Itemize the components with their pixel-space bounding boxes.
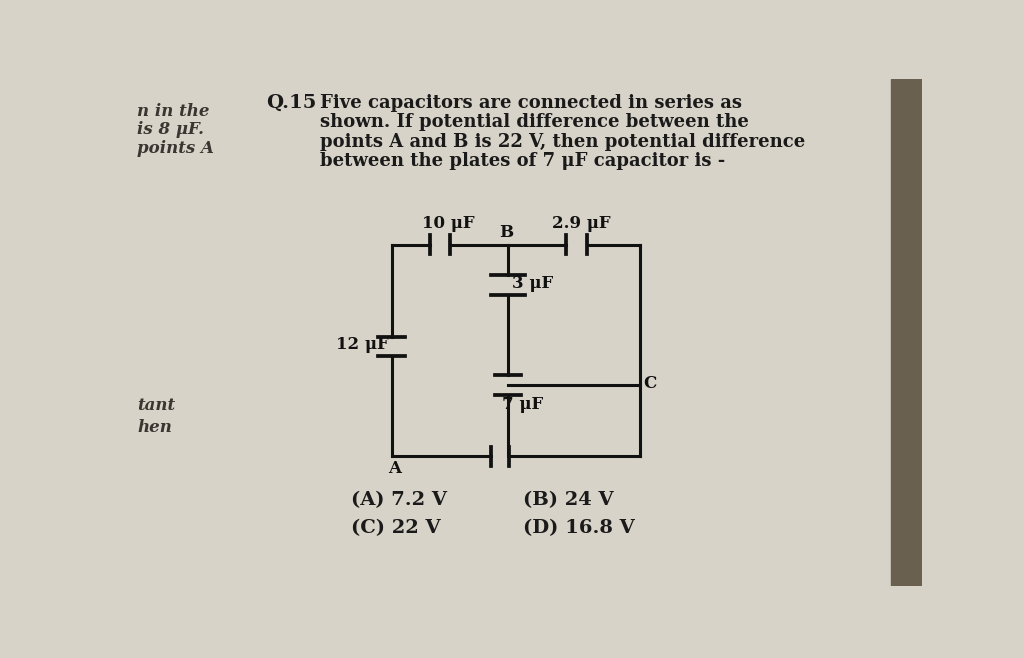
Text: 7 μF: 7 μF: [502, 395, 543, 413]
Text: 10 μF: 10 μF: [423, 215, 475, 232]
Text: tant: tant: [137, 397, 175, 414]
Text: is 8 μF.: is 8 μF.: [137, 121, 204, 138]
Text: points A: points A: [137, 140, 214, 157]
Text: C: C: [643, 374, 656, 392]
Text: Q.15: Q.15: [266, 94, 316, 113]
Text: between the plates of 7 μF capacitor is -: between the plates of 7 μF capacitor is …: [321, 152, 725, 170]
Text: 3 μF: 3 μF: [512, 274, 554, 291]
Text: points A and B is 22 V, then potential difference: points A and B is 22 V, then potential d…: [321, 133, 806, 151]
Text: B: B: [499, 224, 513, 241]
Text: (D) 16.8 V: (D) 16.8 V: [523, 519, 635, 538]
Text: (C) 22 V: (C) 22 V: [351, 519, 440, 538]
Text: 12 μF: 12 μF: [336, 336, 388, 353]
Text: 2.9 μF: 2.9 μF: [552, 215, 610, 232]
Text: Five capacitors are connected in series as: Five capacitors are connected in series …: [321, 94, 742, 113]
Text: A: A: [388, 460, 400, 477]
Text: shown. If potential difference between the: shown. If potential difference between t…: [321, 113, 750, 132]
Bar: [891, 79, 922, 586]
Text: (A) 7.2 V: (A) 7.2 V: [351, 491, 447, 509]
Text: n in the: n in the: [137, 103, 210, 120]
Text: hen: hen: [137, 418, 172, 436]
Text: (B) 24 V: (B) 24 V: [523, 491, 613, 509]
